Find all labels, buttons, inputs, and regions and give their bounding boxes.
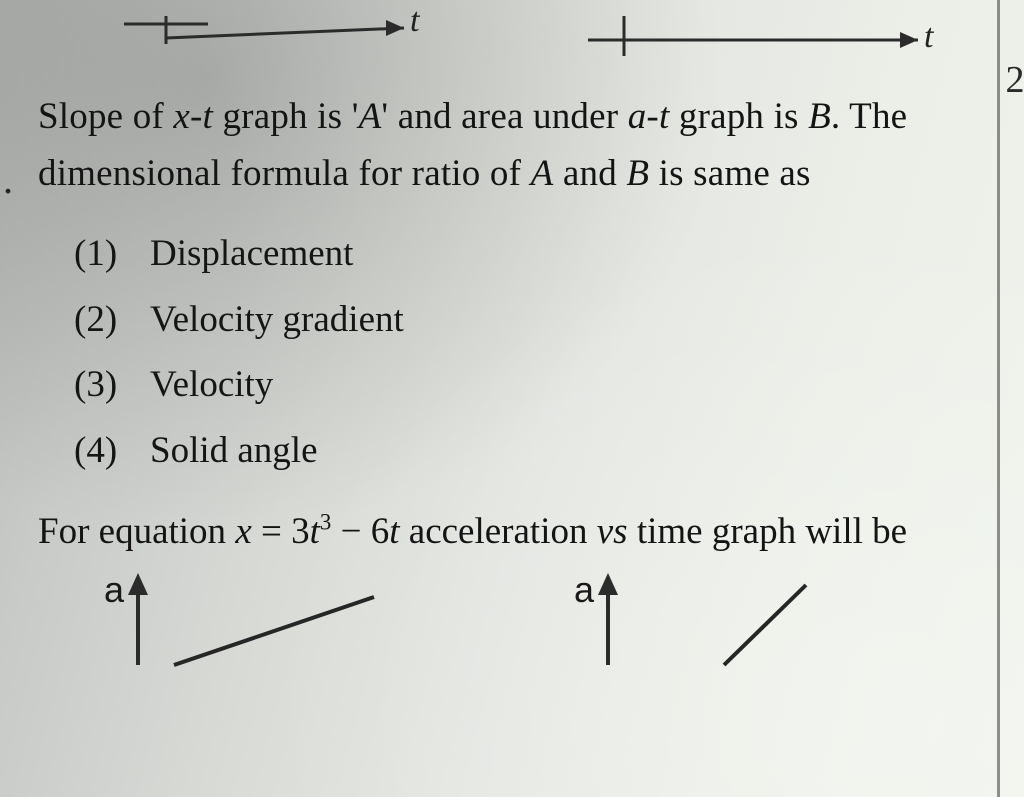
option-text: Displacement <box>150 221 353 287</box>
q2-mid: acceleration <box>400 511 597 552</box>
top-axis-left: t <box>104 16 444 64</box>
q1-at: a-t <box>628 96 670 137</box>
top-axis-right: t <box>588 16 968 64</box>
top-axes-row: t t <box>14 8 998 64</box>
q2-tail: time graph will be <box>628 511 908 552</box>
options-list: (1) Displacement (2) Velocity gradient (… <box>14 221 998 484</box>
q2-vs: vs <box>597 511 628 552</box>
option-number: (1) <box>74 221 136 287</box>
q2-t1v: t <box>310 511 320 552</box>
bottom-axis-left: a <box>104 567 404 667</box>
q1-A: A <box>359 96 382 137</box>
option-1[interactable]: (1) Displacement <box>74 221 998 287</box>
q2-minus: − <box>331 511 370 552</box>
q2-lhs: x <box>235 511 251 552</box>
bottom-axis-right: a <box>574 567 874 667</box>
option-2[interactable]: (2) Velocity gradient <box>74 287 998 353</box>
option-text: Velocity gradient <box>150 287 404 353</box>
q2-t1c: 3 <box>291 511 310 552</box>
option-text: Velocity <box>150 352 273 418</box>
q2-t2c: 6 <box>371 511 390 552</box>
q2-prefix: For equation <box>38 511 235 552</box>
question-2-text: For equation x = 3t3 − 6t acceleration v… <box>14 502 998 561</box>
option-number: (2) <box>74 287 136 353</box>
question-1-text: Slope of x-t graph is 'A' and area under… <box>14 88 998 203</box>
option-number: (4) <box>74 418 136 484</box>
q1-t-mid2: ' and area under <box>381 96 627 137</box>
q2-t1p: 3 <box>320 510 331 535</box>
option-number: (3) <box>74 352 136 418</box>
option-text: Solid angle <box>150 418 318 484</box>
q1-B2: B <box>626 153 649 194</box>
axis-label-t: t <box>924 18 933 56</box>
q2-eq: = <box>252 511 291 552</box>
q2-t2v: t <box>389 511 399 552</box>
q1-B: B <box>808 96 831 137</box>
axis-label-t: t <box>410 2 419 40</box>
option-4[interactable]: (4) Solid angle <box>74 418 998 484</box>
q1-t-prefix: Slope of <box>38 96 173 137</box>
option-3[interactable]: (3) Velocity <box>74 352 998 418</box>
q1-t-mid5: and <box>553 153 626 194</box>
q1-t-mid3: graph is <box>669 96 808 137</box>
q1-A2: A <box>531 153 554 194</box>
q1-xt: x-t <box>173 96 213 137</box>
axis-label-a: a <box>104 569 124 611</box>
bottom-axes-row: a a <box>14 567 998 671</box>
q1-t-mid1: graph is ' <box>213 96 359 137</box>
page-content: t t Slope of x-t graph is 'A' and area u… <box>0 0 1024 671</box>
q1-t-tail: is same as <box>649 153 810 194</box>
axis-label-a: a <box>574 569 594 611</box>
